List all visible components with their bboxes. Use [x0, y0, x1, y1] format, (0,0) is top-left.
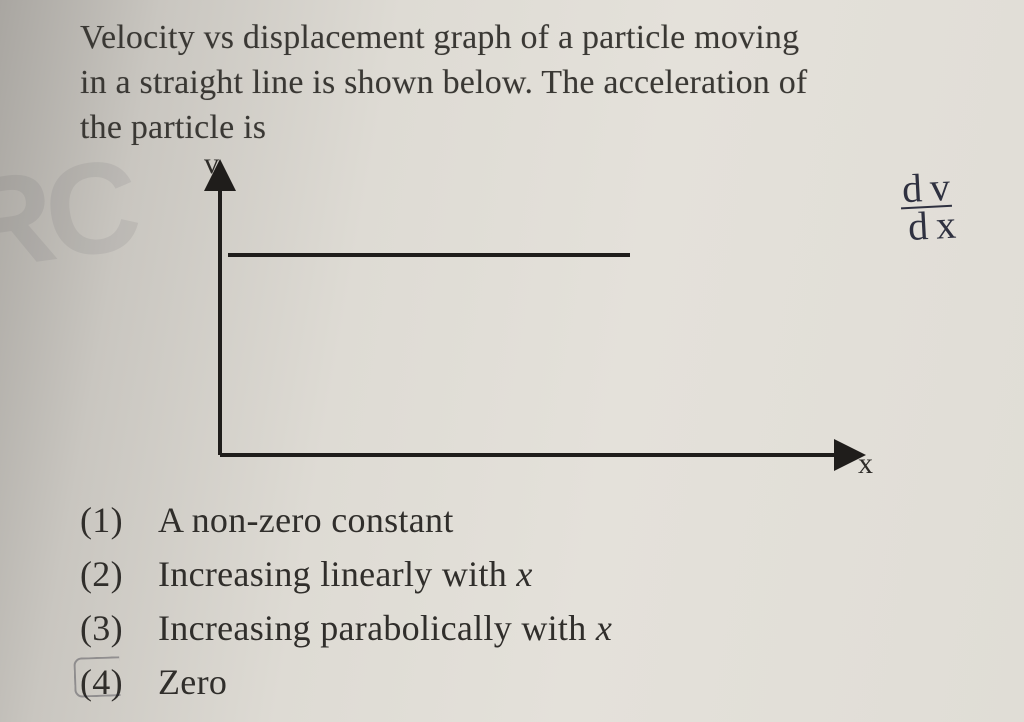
option-3-text-pre: Increasing parabolically with: [158, 608, 596, 648]
handwritten-dv-dx: d v d x: [899, 169, 956, 246]
option-2: (2) Increasing linearly with x: [80, 547, 984, 601]
velocity-displacement-chart: v x: [110, 155, 890, 485]
y-axis-label: v: [204, 155, 219, 180]
page: RC Velocity vs displacement graph of a p…: [0, 0, 1024, 722]
option-1: (1) A non-zero constant: [80, 493, 984, 547]
option-4-number: (4): [80, 655, 144, 709]
question-text: Velocity vs displacement graph of a part…: [80, 16, 984, 151]
options-list: (1) A non-zero constant (2) Increasing l…: [80, 493, 984, 709]
option-4-text: Zero: [158, 655, 227, 709]
option-2-text-pre: Increasing linearly with: [158, 554, 516, 594]
question-line-3: the particle is: [80, 109, 266, 146]
option-2-text: Increasing linearly with x: [158, 547, 533, 601]
option-1-number: (1): [80, 493, 144, 547]
question-line-2: in a straight line is shown below. The a…: [80, 64, 807, 101]
option-3: (3) Increasing parabolically with x: [80, 601, 984, 655]
chart-svg: v x: [110, 155, 890, 485]
option-1-text: A non-zero constant: [158, 493, 454, 547]
x-axis-label: x: [858, 447, 873, 480]
option-2-x: x: [516, 554, 532, 594]
handwritten-denominator: d x: [901, 207, 956, 246]
option-3-number: (3): [80, 601, 144, 655]
option-3-text: Increasing parabolically with x: [158, 601, 612, 655]
option-2-number: (2): [80, 547, 144, 601]
option-4: (4) Zero: [80, 655, 984, 709]
option-3-x: x: [596, 608, 612, 648]
question-line-1: Velocity vs displacement graph of a part…: [80, 19, 799, 56]
